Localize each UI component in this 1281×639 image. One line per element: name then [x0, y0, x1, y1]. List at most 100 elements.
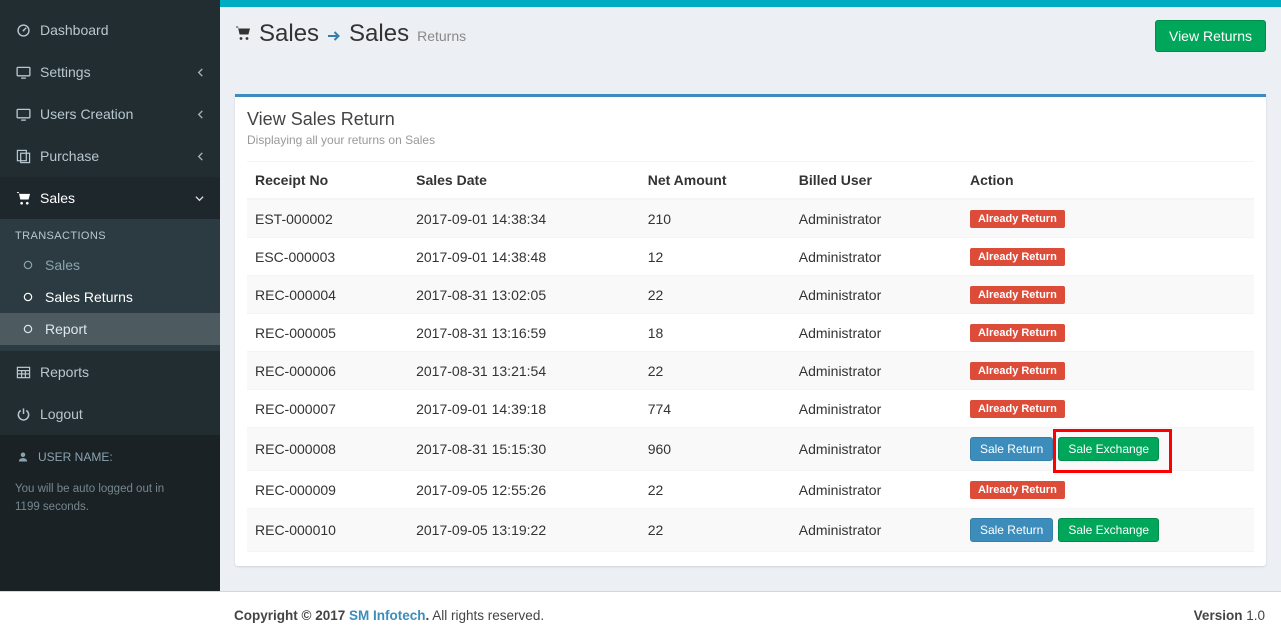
- billed-user-cell: Administrator: [790, 389, 962, 428]
- sale-exchange-button[interactable]: Sale Exchange: [1058, 518, 1160, 542]
- sidebar-item-logout[interactable]: Logout: [0, 393, 220, 435]
- sidebar-item-dashboard[interactable]: Dashboard: [0, 9, 220, 51]
- copyright-prefix: Copyright © 2017: [234, 608, 346, 623]
- content-header: Sales Sales Returns View Returns: [220, 7, 1281, 52]
- user-panel: USER NAME: You will be auto logged out i…: [0, 435, 220, 591]
- sales-date-cell: 2017-09-01 14:38:48: [408, 237, 640, 276]
- table-row: ESC-000003 2017-09-01 14:38:48 12 Admini…: [247, 237, 1254, 276]
- action-cell: Already Return: [961, 470, 1254, 509]
- action-cell: Already Return: [961, 351, 1254, 390]
- sidebar-item-label: Purchase: [40, 148, 100, 164]
- receipt-no-cell: ESC-000003: [247, 237, 409, 276]
- sales-submenu: Sales Sales Returns Report: [0, 249, 220, 351]
- net-amount-cell: 22: [639, 351, 791, 390]
- body-row: Dashboard Settings Users Creation: [0, 0, 1281, 591]
- sale-return-button[interactable]: Sale Return: [969, 437, 1054, 461]
- header-net-amount: Net Amount: [639, 161, 791, 200]
- sales-submenu-block: TRANSACTIONS Sales Sales Returns: [0, 219, 220, 351]
- copy-icon: [15, 148, 31, 164]
- already-return-badge: Already Return: [969, 248, 1065, 266]
- monitor-icon: [15, 64, 31, 80]
- chevron-left-icon: [196, 151, 205, 162]
- sale-return-button[interactable]: Sale Return: [969, 518, 1054, 542]
- sidebar-subitem-sales[interactable]: Sales: [0, 249, 220, 281]
- sidebar-item-label: Logout: [40, 406, 83, 422]
- table-row: REC-000010 2017-09-05 13:19:22 22 Admini…: [247, 508, 1254, 552]
- already-return-badge: Already Return: [969, 210, 1065, 228]
- sale-exchange-button[interactable]: Sale Exchange: [1058, 437, 1160, 461]
- sidebar-item-sales[interactable]: Sales: [0, 177, 220, 219]
- chevron-down-icon: [194, 194, 205, 203]
- sidebar-item-label: Dashboard: [40, 22, 109, 38]
- sales-returns-table-body: EST-000002 2017-09-01 14:38:34 210 Admin…: [247, 198, 1254, 552]
- receipt-no-cell: REC-000004: [247, 275, 409, 314]
- cart-icon: [235, 26, 251, 42]
- sales-returns-table: Receipt No Sales Date Net Amount Billed …: [247, 161, 1254, 552]
- table-row: REC-000009 2017-09-05 12:55:26 22 Admini…: [247, 470, 1254, 509]
- already-return-badge: Already Return: [969, 400, 1065, 418]
- main-content: Sales Sales Returns View Returns View Sa…: [220, 0, 1281, 591]
- sidebar-item-reports[interactable]: Reports: [0, 351, 220, 393]
- sales-date-cell: 2017-09-05 13:19:22: [408, 508, 640, 552]
- net-amount-cell: 18: [639, 313, 791, 352]
- sidebar-item-settings[interactable]: Settings: [0, 51, 220, 93]
- action-cell: Already Return: [961, 237, 1254, 276]
- action-cell: Already Return: [961, 198, 1254, 238]
- already-return-badge: Already Return: [969, 481, 1065, 499]
- billed-user-cell: Administrator: [790, 198, 962, 238]
- copyright-text: Copyright © 2017 SM Infotech. All rights…: [234, 608, 544, 623]
- billed-user-cell: Administrator: [790, 508, 962, 552]
- table-row: EST-000002 2017-09-01 14:38:34 210 Admin…: [247, 198, 1254, 238]
- sales-date-cell: 2017-09-05 12:55:26: [408, 470, 640, 509]
- receipt-no-cell: REC-000006: [247, 351, 409, 390]
- net-amount-cell: 12: [639, 237, 791, 276]
- company-link[interactable]: SM Infotech: [349, 608, 426, 623]
- sales-date-cell: 2017-09-01 14:38:34: [408, 198, 640, 238]
- circle-icon: [20, 289, 36, 305]
- receipt-no-cell: REC-000007: [247, 389, 409, 428]
- net-amount-cell: 22: [639, 508, 791, 552]
- action-cell: Already Return: [961, 389, 1254, 428]
- sales-date-cell: 2017-08-31 13:21:54: [408, 351, 640, 390]
- sidebar-subitem-label: Sales: [45, 257, 81, 273]
- table-row: REC-000007 2017-09-01 14:39:18 774 Admin…: [247, 389, 1254, 428]
- user-icon: [15, 449, 31, 465]
- sales-date-cell: 2017-09-01 14:39:18: [408, 389, 640, 428]
- view-returns-button[interactable]: View Returns: [1154, 20, 1266, 52]
- version-label: Version: [1193, 608, 1243, 623]
- billed-user-cell: Administrator: [790, 313, 962, 352]
- sidebar-subitem-label: Sales Returns: [45, 289, 133, 305]
- sidebar-item-users-creation[interactable]: Users Creation: [0, 93, 220, 135]
- action-cell: Sale Return Sale Exchange: [961, 427, 1254, 473]
- user-name-row: USER NAME:: [15, 449, 205, 465]
- sidebar-menu-bottom: Reports Logout: [0, 351, 220, 435]
- sales-date-cell: 2017-08-31 13:02:05: [408, 275, 640, 314]
- sidebar-item-label: Sales: [40, 190, 76, 206]
- header-receipt-no: Receipt No: [247, 161, 409, 200]
- version-value: 1.0: [1246, 608, 1265, 623]
- sidebar-item-label: Settings: [40, 64, 91, 80]
- sidebar-subitem-report[interactable]: Report: [0, 313, 220, 345]
- transactions-section-label: TRANSACTIONS: [15, 230, 106, 242]
- receipt-no-cell: REC-000009: [247, 470, 409, 509]
- sales-return-panel: View Sales Return Displaying all your re…: [235, 94, 1266, 566]
- user-name-label: USER NAME:: [38, 450, 113, 464]
- auto-logout-notice: You will be auto logged out in 1199 seco…: [15, 483, 165, 513]
- breadcrumb-page-sub: Returns: [417, 28, 467, 44]
- action-cell: Already Return: [961, 275, 1254, 314]
- rights-text: All rights reserved.: [432, 608, 545, 623]
- sidebar-item-label: Reports: [40, 364, 90, 380]
- already-return-badge: Already Return: [969, 286, 1065, 304]
- circle-icon: [20, 321, 36, 337]
- breadcrumb-page: Sales: [349, 20, 410, 47]
- sidebar-item-purchase[interactable]: Purchase: [0, 135, 220, 177]
- receipt-no-cell: REC-000005: [247, 313, 409, 352]
- billed-user-cell: Administrator: [790, 237, 962, 276]
- action-cell: Sale Return Sale Exchange: [961, 508, 1254, 552]
- sidebar-subitem-sales-returns[interactable]: Sales Returns: [0, 281, 220, 313]
- billed-user-cell: Administrator: [790, 427, 962, 471]
- version-text: Version 1.0: [1194, 608, 1265, 623]
- dashboard-icon: [15, 22, 31, 38]
- annotation-highlight-box: Sale Exchange: [1053, 429, 1172, 473]
